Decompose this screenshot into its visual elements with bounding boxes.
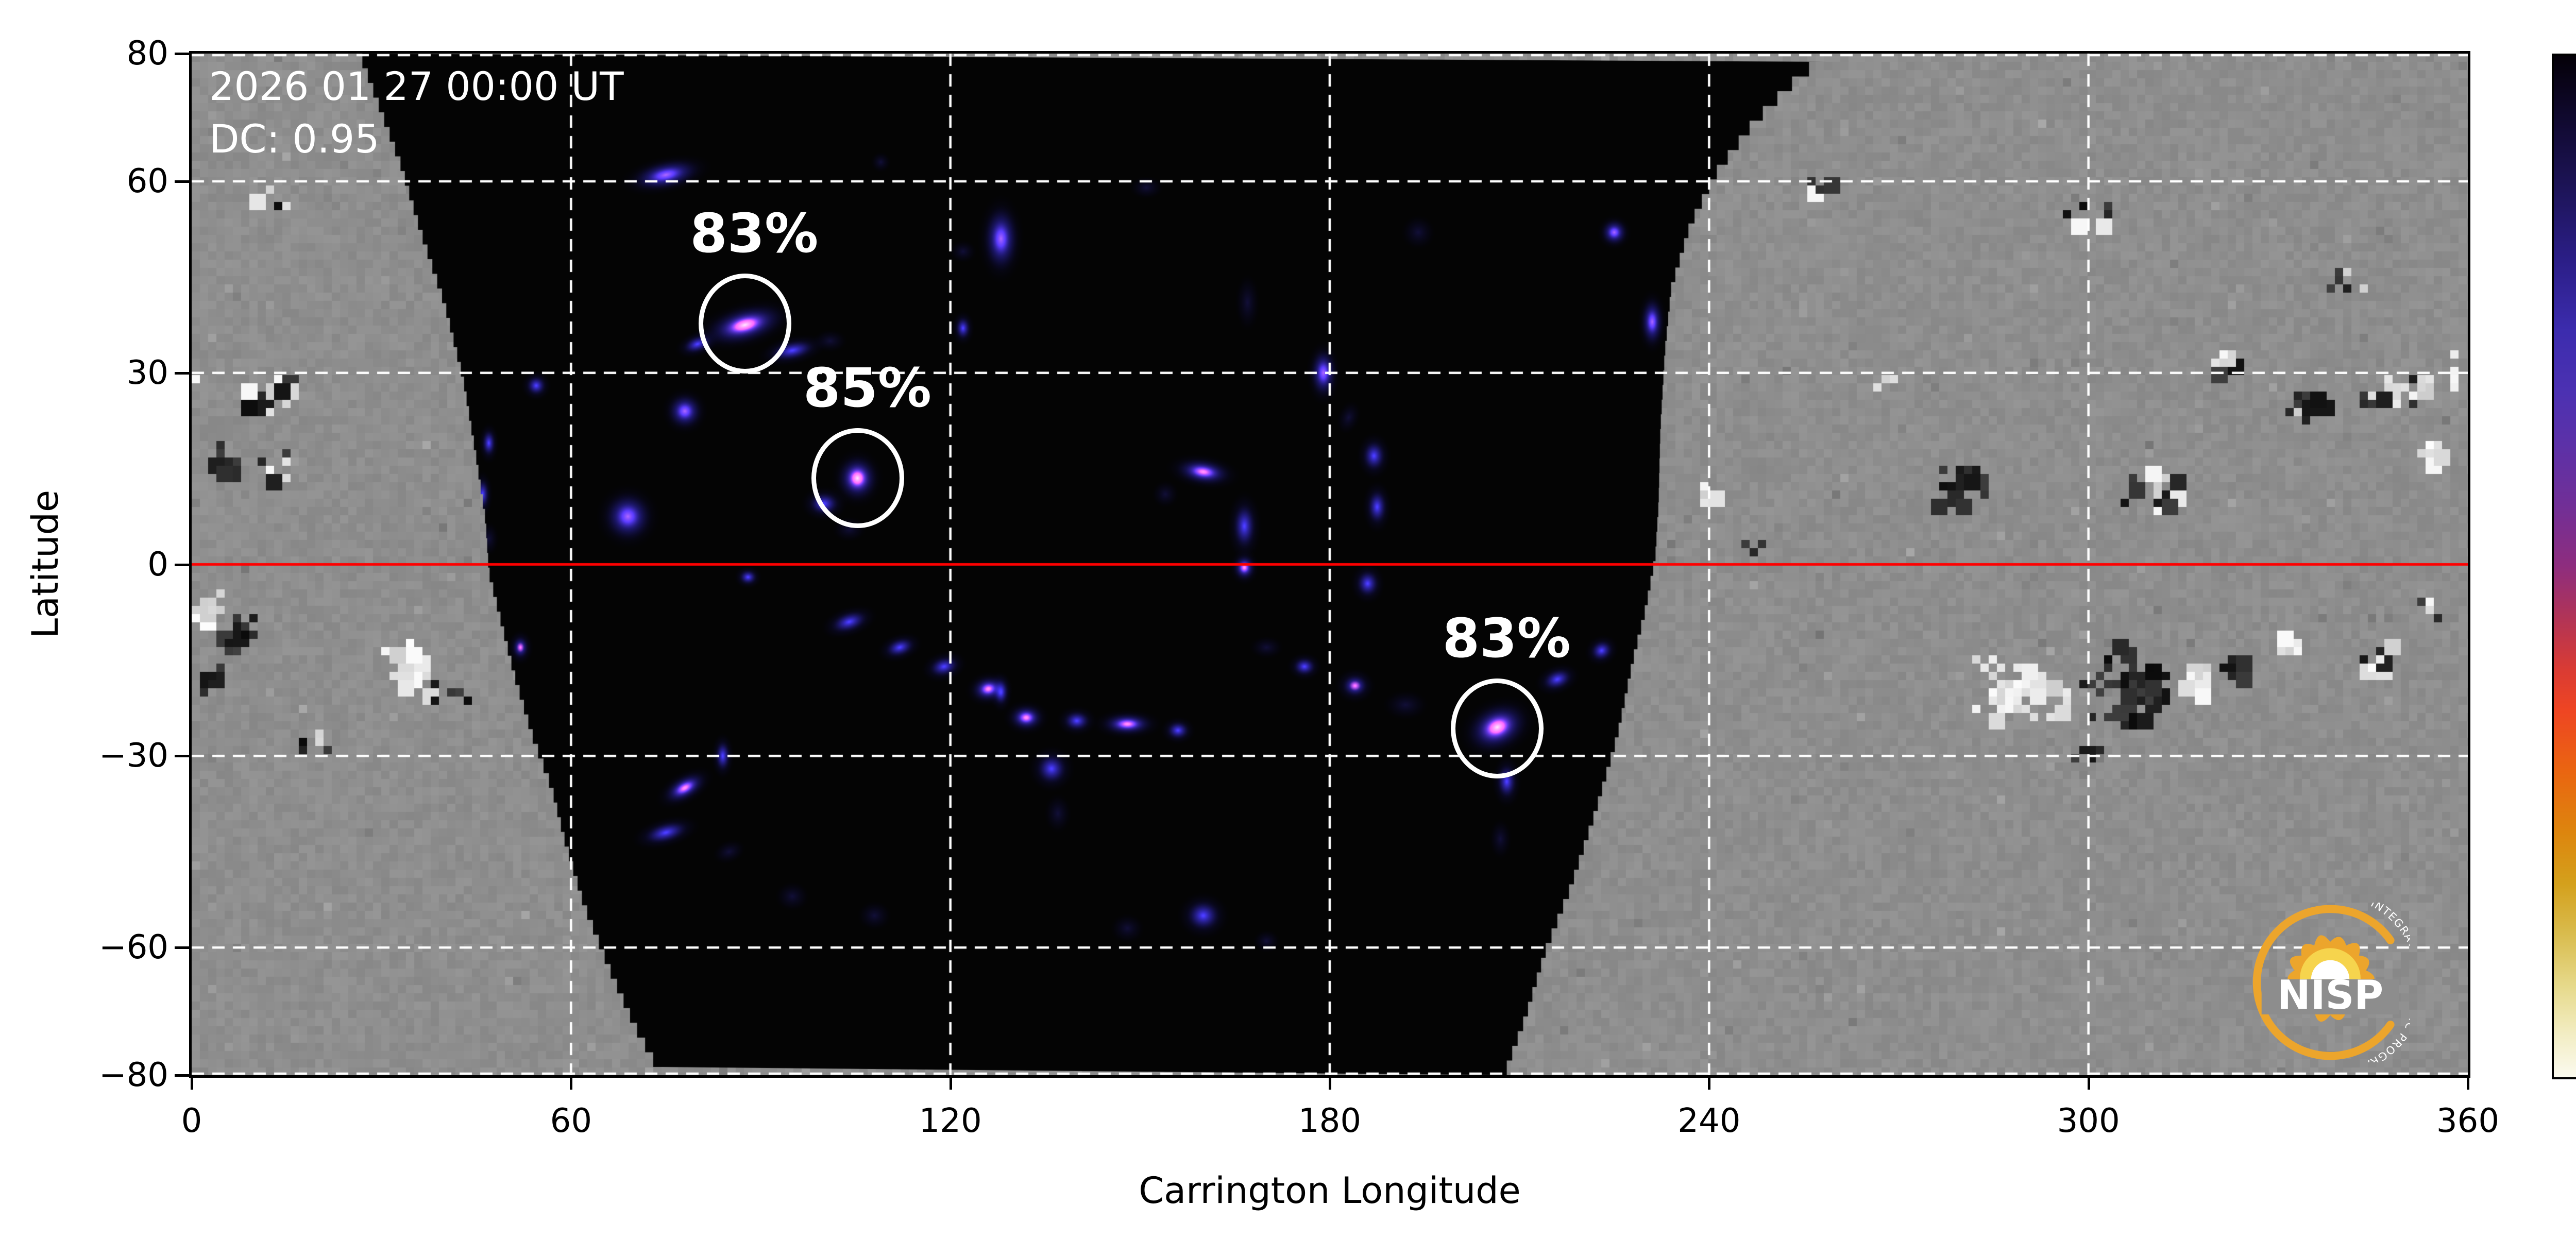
map-plot-area: 2026 01 27 00:00 UT DC: 0.95 NISP NSO IN… [189, 51, 2470, 1078]
y-tick-mark [175, 563, 189, 566]
x-axis-title: Carrington Longitude [1139, 1169, 1521, 1212]
y-tick-mark [175, 946, 189, 949]
x-tick-mark [949, 1075, 952, 1090]
x-tick-mark [191, 1075, 193, 1090]
x-tick-label: 60 [550, 1102, 592, 1140]
y-tick-mark [175, 1074, 189, 1077]
y-tick-mark [175, 53, 189, 55]
x-tick-mark [570, 1075, 573, 1090]
y-tick-label: 80 [126, 35, 168, 73]
y-tick-label: 60 [126, 162, 168, 200]
nisp-logo: NISP NSO INTEGRATED SYNOPTIC PROGRAM [2252, 903, 2410, 1062]
nisp-logo-horizon-band [2261, 979, 2399, 1014]
nisp-logo-wordmark: NISP [2277, 972, 2383, 1019]
x-tick-mark [1708, 1075, 1711, 1090]
detection-label-3: 83% [1442, 607, 1571, 670]
x-tick-mark [2467, 1075, 2469, 1090]
x-tick-label: 120 [919, 1102, 982, 1140]
y-tick-mark [175, 180, 189, 183]
y-tick-mark [175, 371, 189, 375]
detection-label-2: 85% [803, 357, 931, 420]
nisp-logo-sun-arch [2311, 960, 2350, 979]
x-tick-label: 180 [1298, 1102, 1362, 1140]
x-tick-label: 240 [1677, 1102, 1741, 1140]
detection-label-1: 83% [690, 202, 819, 265]
x-tick-mark [1329, 1075, 1331, 1090]
farside-colorbar [2552, 54, 2576, 1079]
x-tick-mark [2087, 1075, 2090, 1090]
detection-circle-2 [811, 428, 905, 529]
y-tick-label: 30 [126, 353, 168, 392]
map-duty-cycle: DC: 0.95 [209, 116, 380, 162]
y-axis-title: Latitude [24, 489, 66, 639]
nisp-logo-arc [2252, 905, 2395, 1060]
detection-circle-3 [1451, 679, 1544, 778]
map-timestamp: 2026 01 27 00:00 UT [209, 63, 624, 109]
x-tick-label: 0 [181, 1102, 202, 1140]
y-tick-label: 0 [147, 545, 168, 584]
x-tick-label: 300 [2057, 1102, 2120, 1140]
y-tick-label: −30 [98, 737, 168, 775]
detection-circle-1 [698, 274, 791, 374]
farside-map-canvas [192, 54, 2468, 1075]
y-tick-label: −60 [98, 928, 168, 967]
y-tick-label: −80 [98, 1056, 168, 1094]
y-tick-mark [175, 755, 189, 758]
x-tick-label: 360 [2436, 1102, 2500, 1140]
